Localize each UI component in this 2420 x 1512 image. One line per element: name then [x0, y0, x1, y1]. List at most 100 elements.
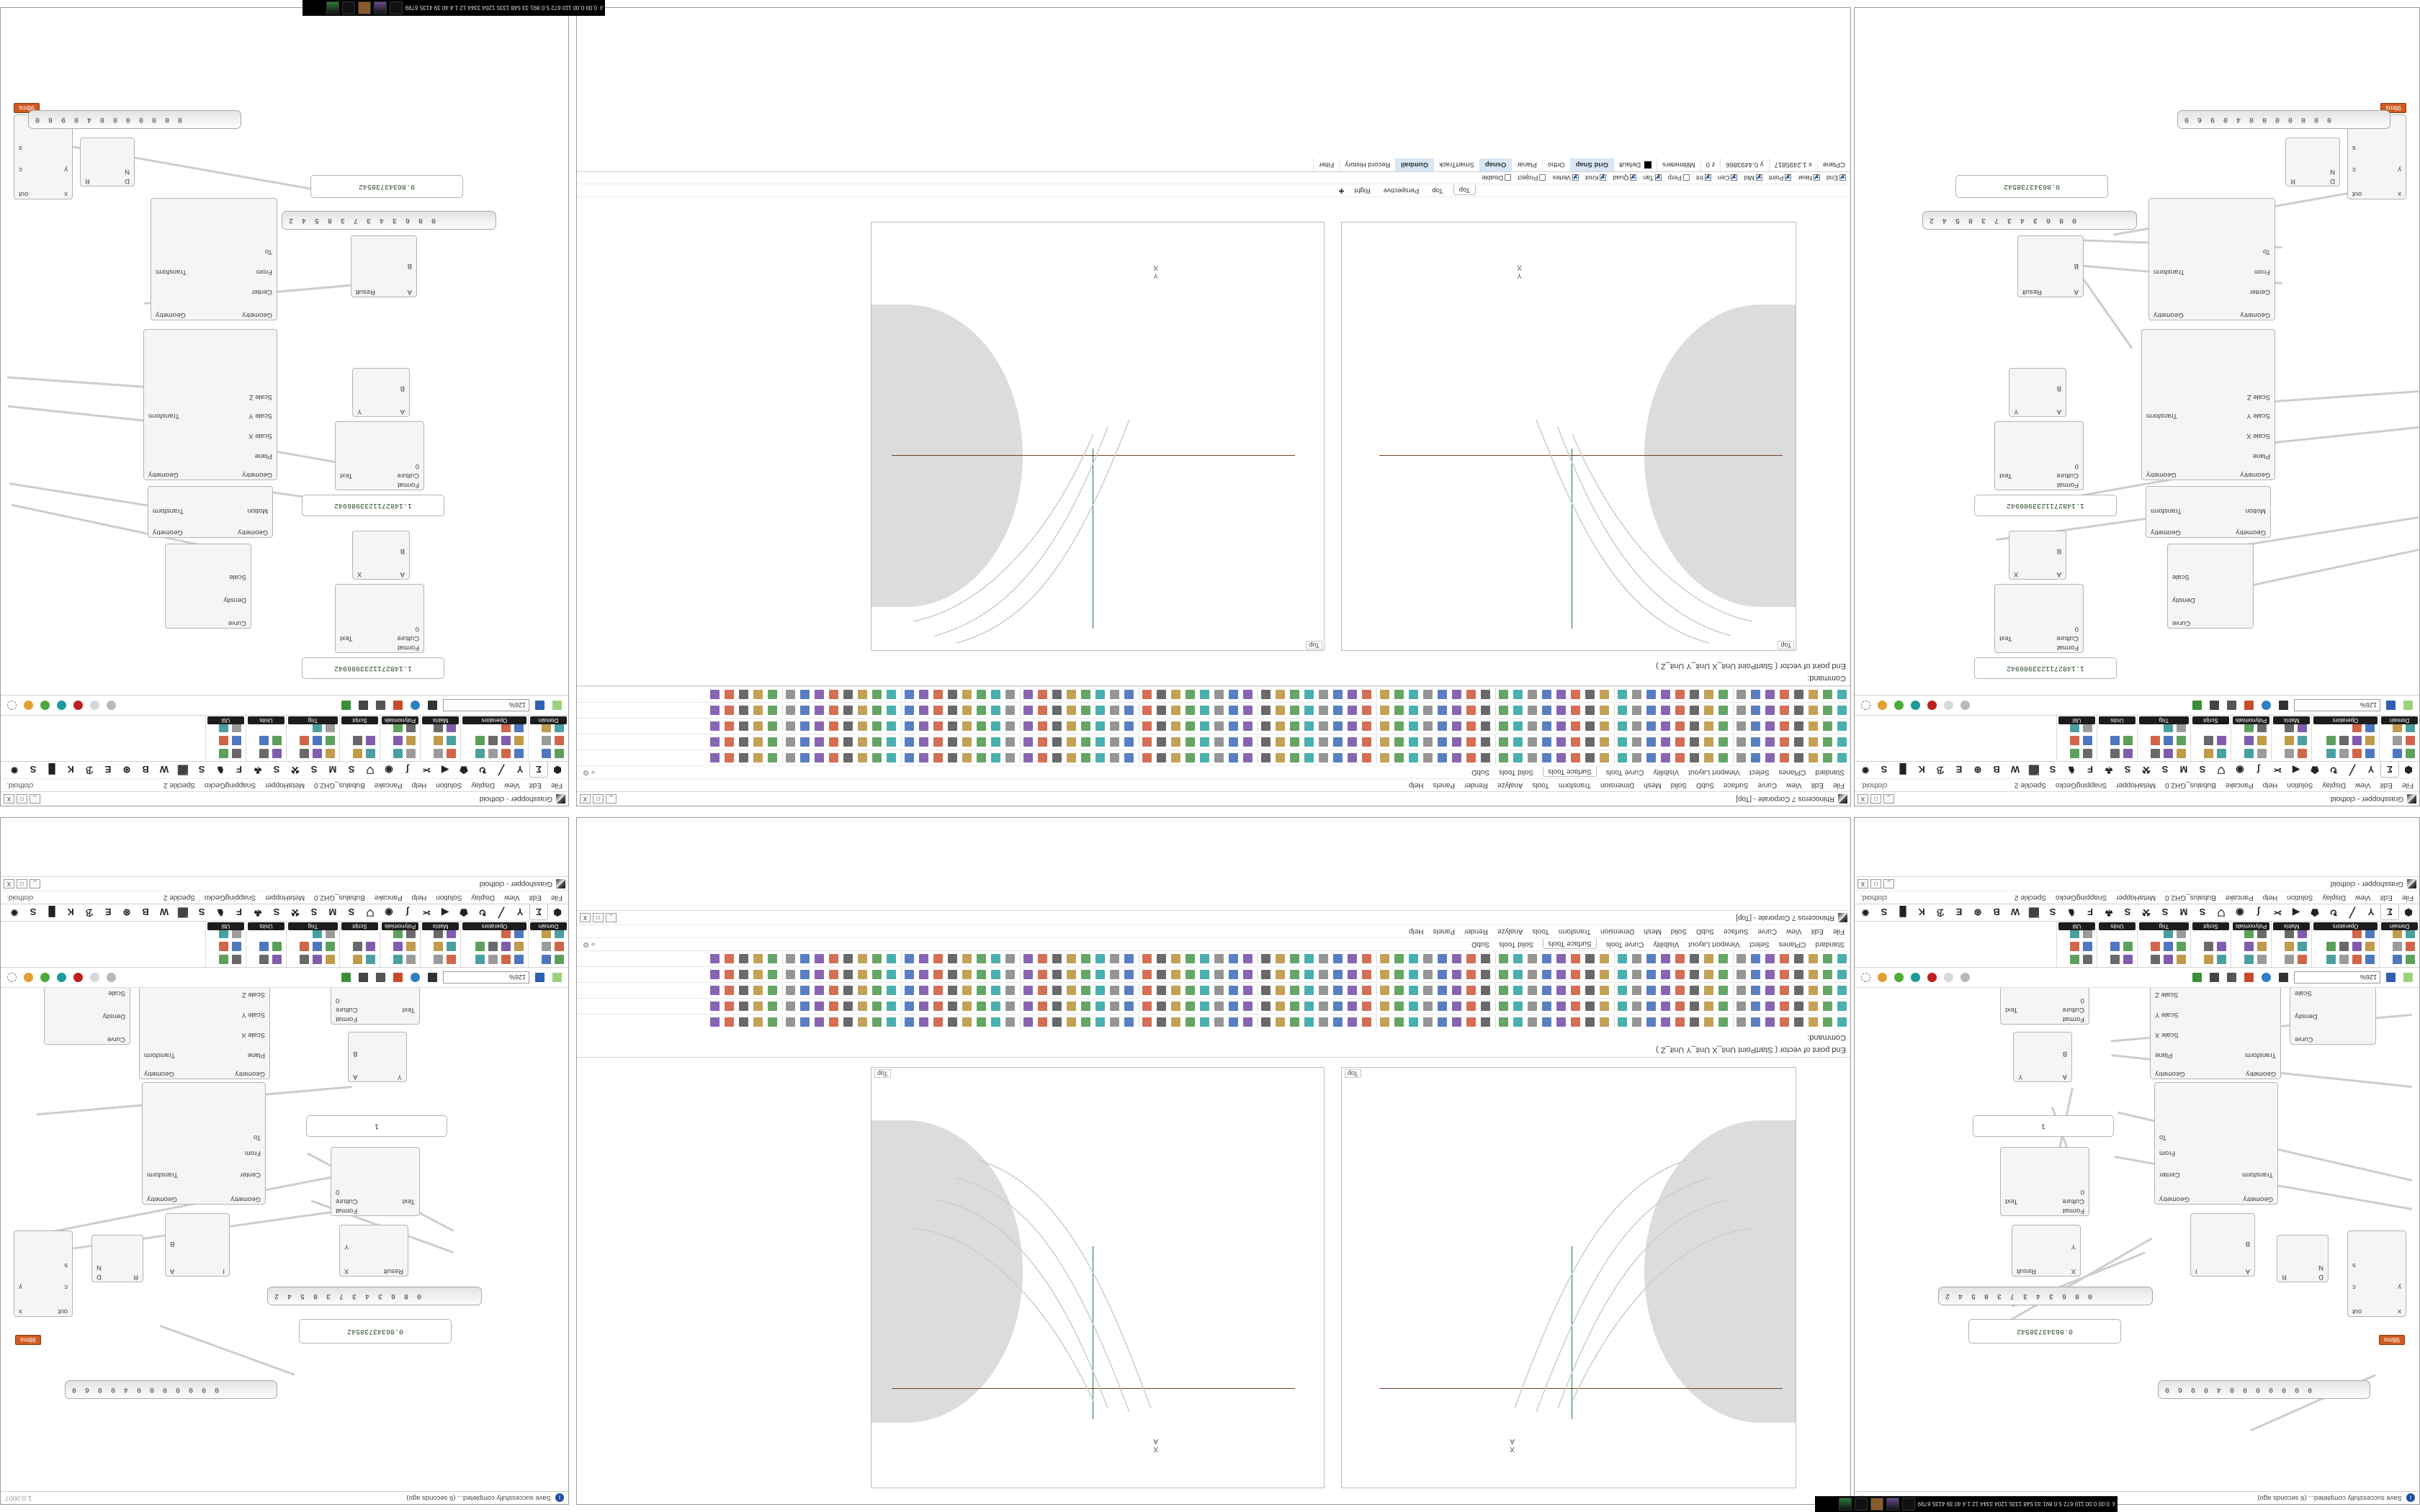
- rhino-tool-icon-rtb-b1-54[interactable]: [1122, 751, 1136, 765]
- rhino-tool-icon-rtb-a3-42[interactable]: [1273, 984, 1287, 997]
- rhino-menu-item-6[interactable]: Solid: [1670, 927, 1687, 935]
- rhino-tool-icon-rtb-b3-77[interactable]: [812, 719, 826, 733]
- rhino-menu-item-13[interactable]: Panels: [1433, 781, 1456, 789]
- rhino-tool-icon-rtb-b5-42[interactable]: [1273, 688, 1287, 701]
- status-cplane[interactable]: CPlane: [1816, 158, 1850, 171]
- gh-component-icon-0-2[interactable]: [553, 940, 565, 953]
- rhino-tool-icon-rtb-b3-12[interactable]: [1673, 719, 1687, 733]
- rhino-tool-icon-rtb-a3-0[interactable]: [1835, 984, 1849, 997]
- preview-eye-icon[interactable]: [2259, 698, 2273, 712]
- rhino-tool-icon-rtb-a1-65[interactable]: [974, 1015, 988, 1029]
- gh-tab-10[interactable]: ⛉: [367, 907, 374, 918]
- rhino-tool-icon-rtb-a5-33[interactable]: [1392, 952, 1406, 966]
- rhino-tool-icon-rtb-b1-2[interactable]: [1806, 751, 1820, 765]
- rhino-tool-icon-rtb-b5-58[interactable]: [1065, 688, 1078, 701]
- shade-dashed-icon[interactable]: [1859, 698, 1873, 712]
- rhino-tool-icon-rtb-b5-64[interactable]: [989, 688, 1003, 701]
- status-toggle-filter[interactable]: Filter: [1313, 158, 1340, 171]
- rhino-tool-icon-rtb-a5-5[interactable]: [1763, 952, 1777, 966]
- rhino-tool-icon-rtb-b5-20[interactable]: [1569, 688, 1582, 701]
- osnap-vertex[interactable]: Vertex: [1552, 174, 1579, 181]
- gh-tab-13[interactable]: S: [2161, 906, 2169, 918]
- rhino-tool-icon-rtb-b5-73[interactable]: [870, 688, 884, 701]
- rhino-tool-icon-rtb-b4-82[interactable]: [751, 703, 765, 717]
- rhino-tool-icon-rtb-a1-72[interactable]: [884, 1015, 898, 1029]
- gh-panel-num-2[interactable]: 1.1482711233986942: [1974, 495, 2117, 516]
- rhino-tool-icon-rtb-b1-77[interactable]: [812, 751, 826, 765]
- rhino-toolbar-tab-4[interactable]: Visibility: [1653, 768, 1680, 776]
- gh-menu-item-6[interactable]: Pancake: [2225, 894, 2254, 901]
- rhino-tool-icon-rtb-a5-11[interactable]: [1688, 952, 1701, 966]
- rhino-tool-icon-rtb-b4-4[interactable]: [1778, 703, 1791, 717]
- checkbox[interactable]: [1839, 174, 1846, 181]
- rhino-tool-icon-rtb-a3-5[interactable]: [1763, 984, 1777, 997]
- division-node[interactable]: Result X Y: [339, 1225, 408, 1277]
- rhino-tool-icon-rtb-b4-50[interactable]: [1169, 703, 1183, 717]
- gh-tab-19[interactable]: S: [198, 906, 205, 918]
- gh-component-icon-1-1[interactable]: [2351, 953, 2363, 966]
- rhino-tool-icon-rtb-a3-23[interactable]: [1525, 984, 1539, 997]
- checkbox[interactable]: [1505, 174, 1512, 181]
- rhino-tool-icon-rtb-b4-65[interactable]: [974, 703, 988, 717]
- rhino-tool-icon-rtb-a4-47[interactable]: [1212, 968, 1226, 981]
- rhino-tool-icon-rtb-a1-21[interactable]: [1554, 1015, 1568, 1029]
- gh-component-icon-3-1[interactable]: [392, 953, 404, 966]
- shade-flat-icon[interactable]: [88, 971, 102, 984]
- rhino-tool-icon-rtb-a1-13[interactable]: [1659, 1015, 1672, 1029]
- gh-component-icon-1-6[interactable]: [2338, 940, 2350, 953]
- rhino-tool-icon-rtb-a3-72[interactable]: [884, 984, 898, 997]
- format-node-3[interactable]: Format Culture Text 0: [1994, 584, 2084, 653]
- close-button[interactable]: X: [1857, 794, 1868, 804]
- thumb-5[interactable]: [1838, 1498, 1852, 1511]
- rhino-tool-icon-rtb-b1-5[interactable]: [1763, 751, 1777, 765]
- rhino-tool-icon-rtb-a4-37[interactable]: [1345, 968, 1359, 981]
- rhino-tool-icon-rtb-a2-52[interactable]: [1140, 999, 1154, 1013]
- rhino-tool-icon-rtb-a3-27[interactable]: [1479, 984, 1492, 997]
- rhino-tool-icon-rtb-a4-15[interactable]: [1630, 968, 1644, 981]
- rhino-tool-icon-rtb-a3-4[interactable]: [1778, 984, 1791, 997]
- gh-ribbon-lb[interactable]: Domain Operators Matrix Poly: [1855, 715, 2419, 761]
- gh-tabs-rt[interactable]: ⬢ Σ Y ╱ ↻ ⬟ ◀ ✂ ʃ ◉ ⛉ S M S ⚒ S ☘ F ♞ S ⬛ W B ⊛ E ℬ K █ S ✹: [1, 904, 568, 921]
- rhino-tool-icon-rtb-b2-10[interactable]: [1702, 735, 1716, 749]
- rhino-tool-icon-rtb-b5-13[interactable]: [1659, 688, 1672, 701]
- rhino-tool-icon-rtb-a1-61[interactable]: [1021, 1015, 1035, 1029]
- rhino-tool-icon-rtb-b2-64[interactable]: [989, 735, 1003, 749]
- gh-tab-11[interactable]: S: [348, 906, 355, 918]
- rhino-tool-icon-rtb-a2-5[interactable]: [1763, 999, 1777, 1013]
- rhino-tool-icon-rtb-b2-48[interactable]: [1198, 735, 1211, 749]
- rhino-tool-icon-rtb-a5-59[interactable]: [1050, 952, 1064, 966]
- gh-component-icon-5-3[interactable]: [2175, 734, 2187, 747]
- rhino-tool-icon-rtb-b2-34[interactable]: [1378, 735, 1392, 749]
- rhino-tool-icon-rtb-a1-49[interactable]: [1183, 1015, 1197, 1029]
- rhino-tool-icon-rtb-a3-30[interactable]: [1435, 984, 1449, 997]
- checkbox[interactable]: [1654, 174, 1662, 181]
- gh-tab-1[interactable]: Σ: [2380, 904, 2399, 920]
- gh-tab-18[interactable]: ♞: [2067, 907, 2076, 918]
- move-node[interactable]: Geometry Geometry Motion Transform: [148, 486, 273, 538]
- rhino-tool-icon-rtb-b2-67[interactable]: [946, 735, 959, 749]
- rhino-tool-icon-rtb-b2-66[interactable]: [960, 735, 974, 749]
- rhino-tool-icon-rtb-b5-32[interactable]: [1407, 688, 1420, 701]
- rhino-tool-icon-rtb-b5-9[interactable]: [1716, 688, 1730, 701]
- rhino-tool-icon-rtb-a5-23[interactable]: [1525, 952, 1539, 966]
- rhino-tool-icon-rtb-a5-73[interactable]: [870, 952, 884, 966]
- rhino-tool-icon-rtb-a3-68[interactable]: [931, 984, 945, 997]
- open-icon[interactable]: [2401, 971, 2415, 984]
- rhino-tool-icon-rtb-a2-67[interactable]: [946, 999, 959, 1013]
- rhino-tool-icon-rtb-b4-49[interactable]: [1183, 703, 1197, 717]
- rhino-tool-icon-rtb-a1-34[interactable]: [1378, 1015, 1392, 1029]
- rhino-tool-icon-rtb-b3-47[interactable]: [1212, 719, 1226, 733]
- rhino-tool-icon-rtb-a3-32[interactable]: [1407, 984, 1420, 997]
- rhino-tool-icon-rtb-b2-1[interactable]: [1821, 735, 1834, 749]
- close-button[interactable]: X: [580, 794, 591, 804]
- rhino-tool-icon-rtb-b5-69[interactable]: [917, 688, 931, 701]
- rhino-tool-icon-rtb-b3-7[interactable]: [1734, 719, 1748, 733]
- rhino-toolbar-row-e[interactable]: [577, 686, 1850, 702]
- rhino-tool-icon-rtb-b4-47[interactable]: [1212, 703, 1226, 717]
- rhino-tool-icon-rtb-b2-41[interactable]: [1288, 735, 1301, 749]
- rhino-tool-icon-rtb-b1-30[interactable]: [1435, 751, 1449, 765]
- rhino-toolbar-row-c[interactable]: [577, 718, 1850, 734]
- rhino-tool-icon-rtb-a2-68[interactable]: [931, 999, 945, 1013]
